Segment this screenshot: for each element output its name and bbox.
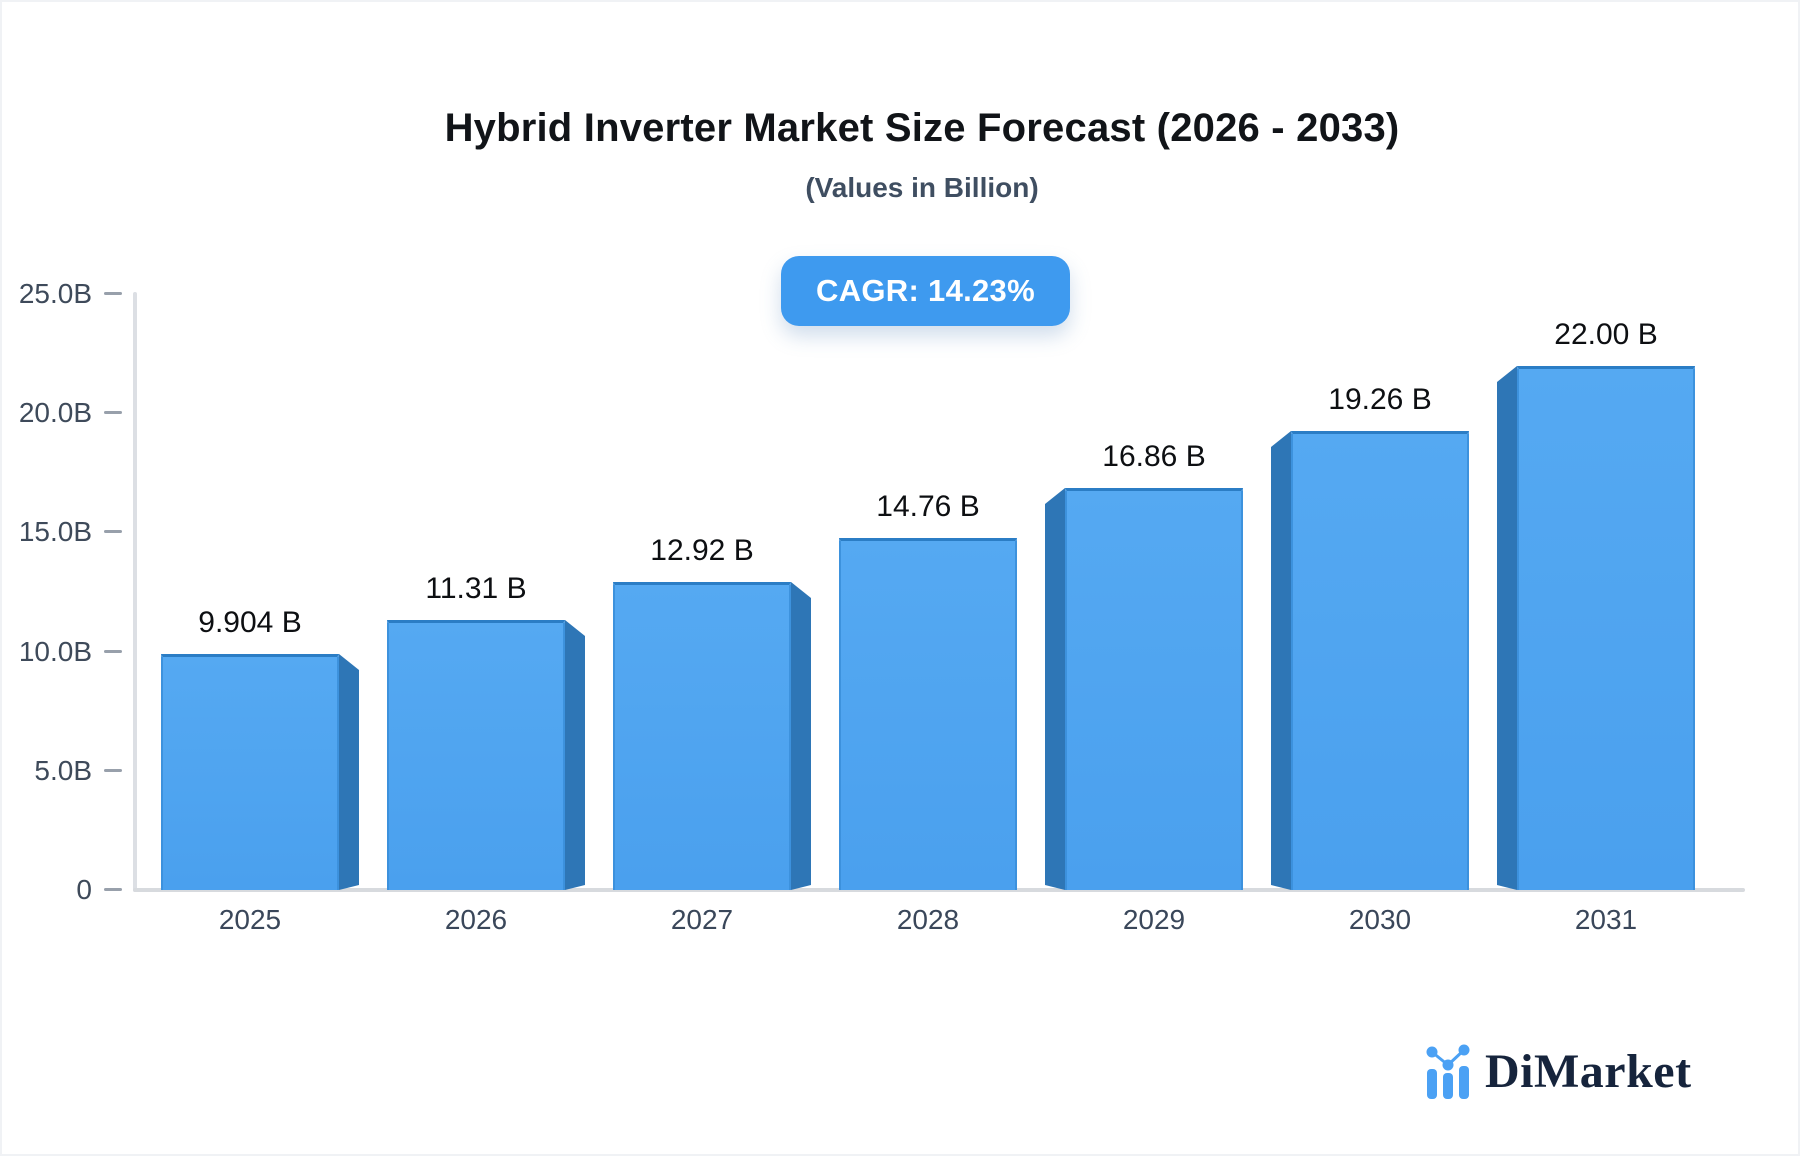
cagr-badge-label: CAGR: 14.23% — [816, 273, 1035, 308]
y-axis-tick-mark — [104, 649, 122, 653]
brand-logo-text: DiMarket — [1485, 1045, 1692, 1098]
bar-value-label: 19.26 B — [1328, 383, 1432, 416]
bar-value-label: 22.00 B — [1554, 318, 1658, 351]
x-axis-category-label: 2031 — [1574, 904, 1638, 935]
y-axis-tick-mark — [104, 411, 122, 415]
y-axis-tick-mark — [104, 768, 122, 772]
bar-chart-trend-icon — [1426, 1044, 1470, 1099]
bar-value-label: 11.31 B — [425, 572, 527, 605]
x-axis-category-label: 2026 — [444, 904, 508, 935]
bar-value-label: 12.92 B — [650, 534, 754, 567]
y-axis-tick-label: 15.0B — [18, 516, 92, 548]
x-axis-category-label: 2027 — [670, 904, 734, 935]
chart-subtitle: (Values in Billion) — [805, 172, 1039, 203]
bar-3d-side — [1271, 431, 1291, 890]
y-axis-tick-label: 5.0B — [34, 754, 92, 786]
cagr-badge: CAGR: 14.23% — [781, 256, 1070, 326]
bar — [1517, 366, 1695, 890]
brand-logo: DiMarket — [1426, 1040, 1692, 1104]
bar — [613, 582, 791, 890]
x-axis-category-label: 2029 — [1122, 904, 1186, 935]
y-axis-tick-mark — [104, 292, 122, 295]
bar — [839, 538, 1017, 890]
x-axis-category-label: 2030 — [1348, 904, 1412, 935]
bar-3d-side — [565, 620, 585, 890]
y-axis-tick-label: 10.0B — [18, 635, 92, 667]
bar-3d-side — [791, 582, 811, 890]
bar — [1065, 488, 1243, 890]
y-axis-tick-mark — [104, 530, 122, 534]
y-axis-tick-label: 0 — [76, 874, 92, 905]
y-axis-line — [133, 292, 137, 892]
x-axis-category-label: 2025 — [218, 904, 282, 935]
bar-3d-side — [1045, 488, 1065, 890]
bar-value-label: 14.76 B — [876, 490, 980, 523]
y-axis-tick-mark — [104, 888, 122, 891]
bar-3d-side — [1497, 366, 1517, 890]
chart-title: Hybrid Inverter Market Size Forecast (20… — [444, 106, 1400, 150]
y-axis-tick-label: 20.0B — [18, 397, 92, 429]
bar — [387, 620, 565, 890]
bar-3d-side — [339, 654, 359, 890]
x-axis-category-label: 2028 — [896, 904, 960, 935]
y-axis-tick-label: 25.0B — [18, 278, 92, 309]
bar-value-label: 16.86 B — [1102, 440, 1206, 473]
bar — [161, 654, 339, 890]
bar — [1291, 431, 1469, 890]
bar-value-label: 9.904 B — [198, 606, 302, 639]
x-axis-line — [133, 888, 1745, 892]
